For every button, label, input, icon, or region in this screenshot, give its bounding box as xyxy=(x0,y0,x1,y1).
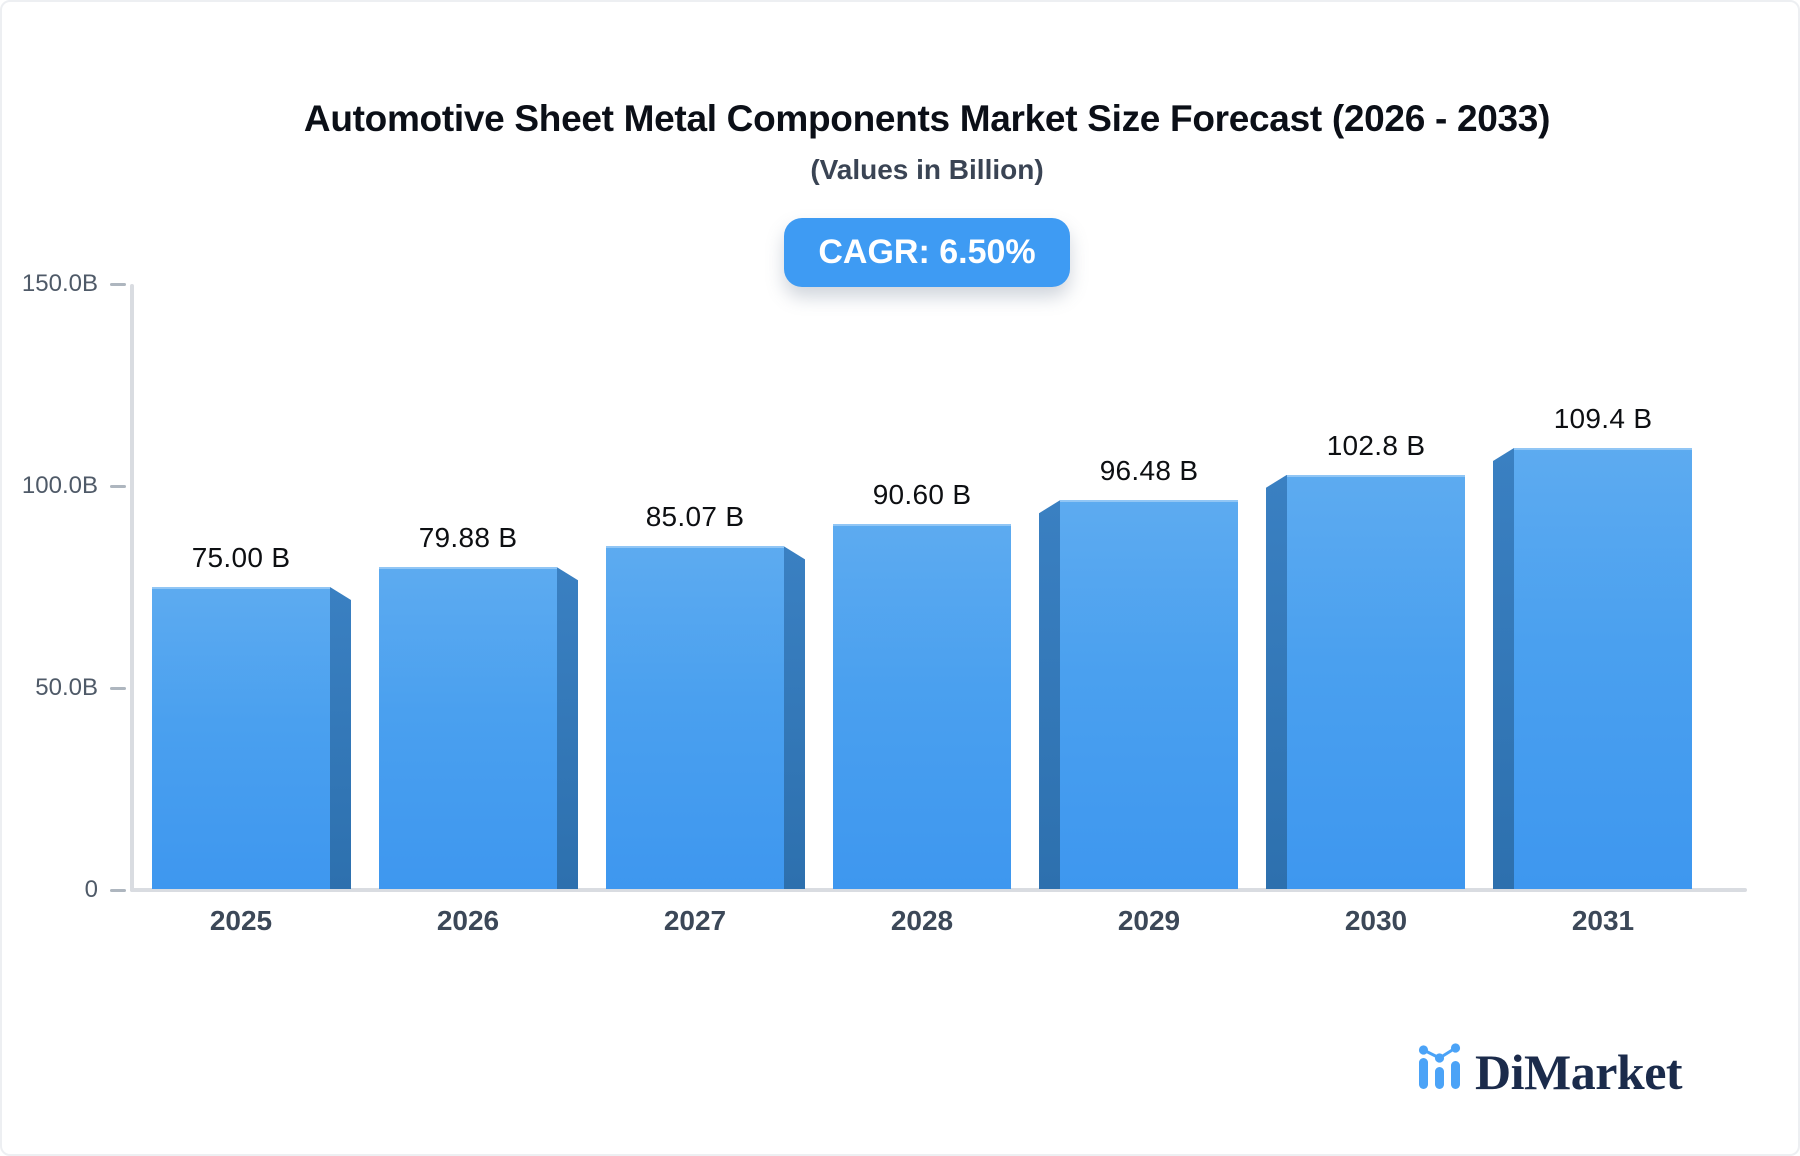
bar-3d-side xyxy=(330,587,351,889)
bar-3d-side xyxy=(784,546,805,889)
bar-3d-side xyxy=(1266,474,1287,889)
bar-value-label: 109.4 B xyxy=(1553,403,1653,435)
bar-value-label: 75.00 B xyxy=(191,542,291,573)
bar-3d-side xyxy=(1493,448,1514,889)
y-axis-tick-mark xyxy=(110,485,126,488)
x-axis-tick-label: 2031 xyxy=(1571,905,1635,936)
x-axis-line xyxy=(130,888,1747,892)
bar-2028 xyxy=(833,523,1011,889)
y-axis-tick-mark xyxy=(110,283,126,286)
bar-value-label: 96.48 B xyxy=(1099,455,1199,487)
bar-value-label: 102.8 B xyxy=(1326,429,1426,461)
x-axis-tick-label: 2029 xyxy=(1117,905,1181,936)
bar-3d-side xyxy=(1039,500,1060,889)
bar-3d-side xyxy=(557,567,578,889)
brand-logo: DiMarket xyxy=(1417,1042,1683,1100)
x-axis-tick-label: 2028 xyxy=(890,905,954,936)
x-axis-tick-label: 2026 xyxy=(436,905,500,936)
chart-title: Automotive Sheet Metal Components Market… xyxy=(303,98,1551,139)
cagr-badge: CAGR: 6.50% xyxy=(784,218,1070,287)
bar-2025 xyxy=(152,587,330,889)
bar-2029 xyxy=(1060,500,1238,889)
bar-value-label: 90.60 B xyxy=(872,478,972,510)
y-axis-tick-label: 0 xyxy=(84,876,98,903)
bar-line-chart-icon xyxy=(1417,1042,1463,1097)
bar-value-label: 79.88 B xyxy=(418,522,518,554)
bar-2030 xyxy=(1287,474,1465,889)
chart-header: Automotive Sheet Metal Components Market… xyxy=(52,2,1798,287)
y-axis-tick-label: 50.0B xyxy=(35,674,98,701)
x-axis-tick-label: 2027 xyxy=(663,905,727,936)
logo-text: DiMarket xyxy=(1475,1044,1683,1100)
y-axis-tick-label: 100.0B xyxy=(21,472,98,499)
y-axis-tick-label: 150.0B xyxy=(21,270,98,297)
bar-2027 xyxy=(606,546,784,889)
bar-value-label: 85.07 B xyxy=(645,501,745,533)
y-axis-tick-mark xyxy=(110,889,126,892)
y-axis-line xyxy=(130,284,134,892)
chart-subtitle: (Values in Billion) xyxy=(810,154,1044,185)
bar-2031 xyxy=(1514,448,1692,889)
x-axis-tick-label: 2025 xyxy=(209,905,273,936)
y-axis-tick-mark xyxy=(110,687,126,690)
bar-2026 xyxy=(379,567,557,889)
x-axis-tick-label: 2030 xyxy=(1344,905,1408,936)
